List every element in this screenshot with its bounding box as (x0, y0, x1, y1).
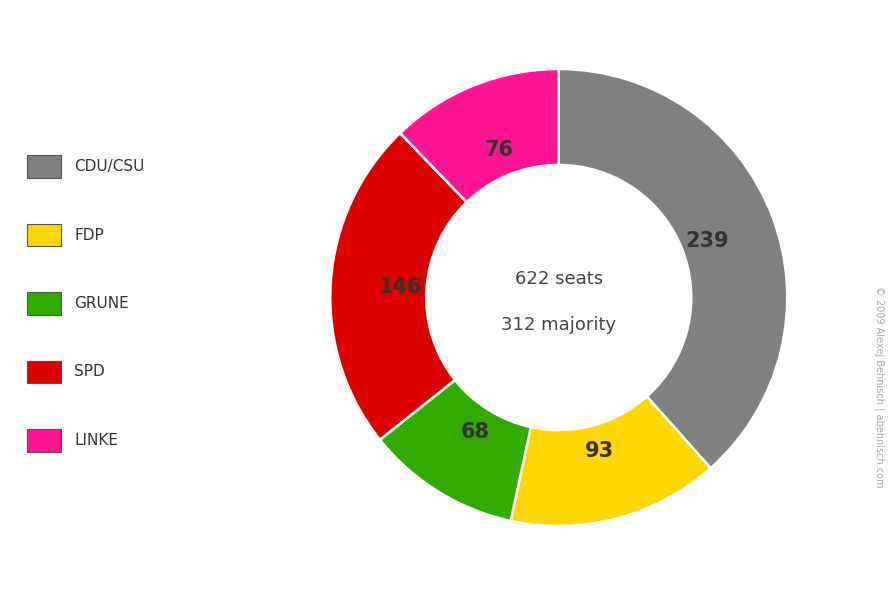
Wedge shape (380, 380, 531, 521)
Text: GRUNE: GRUNE (74, 296, 129, 311)
Text: 622 seats: 622 seats (515, 270, 603, 288)
Wedge shape (510, 396, 711, 526)
Text: 239: 239 (686, 231, 729, 251)
Text: 93: 93 (585, 441, 614, 461)
Text: FDP: FDP (74, 227, 104, 243)
Text: 146: 146 (378, 277, 422, 297)
Text: LINKE: LINKE (74, 433, 118, 448)
Text: CDU/CSU: CDU/CSU (74, 159, 145, 174)
Wedge shape (559, 69, 788, 468)
Text: © 2009 Alexej Behnisch | abehnisch.com: © 2009 Alexej Behnisch | abehnisch.com (873, 286, 884, 488)
Wedge shape (401, 69, 559, 202)
Text: 76: 76 (485, 140, 514, 160)
Text: 68: 68 (460, 422, 490, 443)
Wedge shape (330, 133, 467, 440)
Text: 312 majority: 312 majority (502, 316, 616, 334)
Text: SPD: SPD (74, 364, 105, 380)
